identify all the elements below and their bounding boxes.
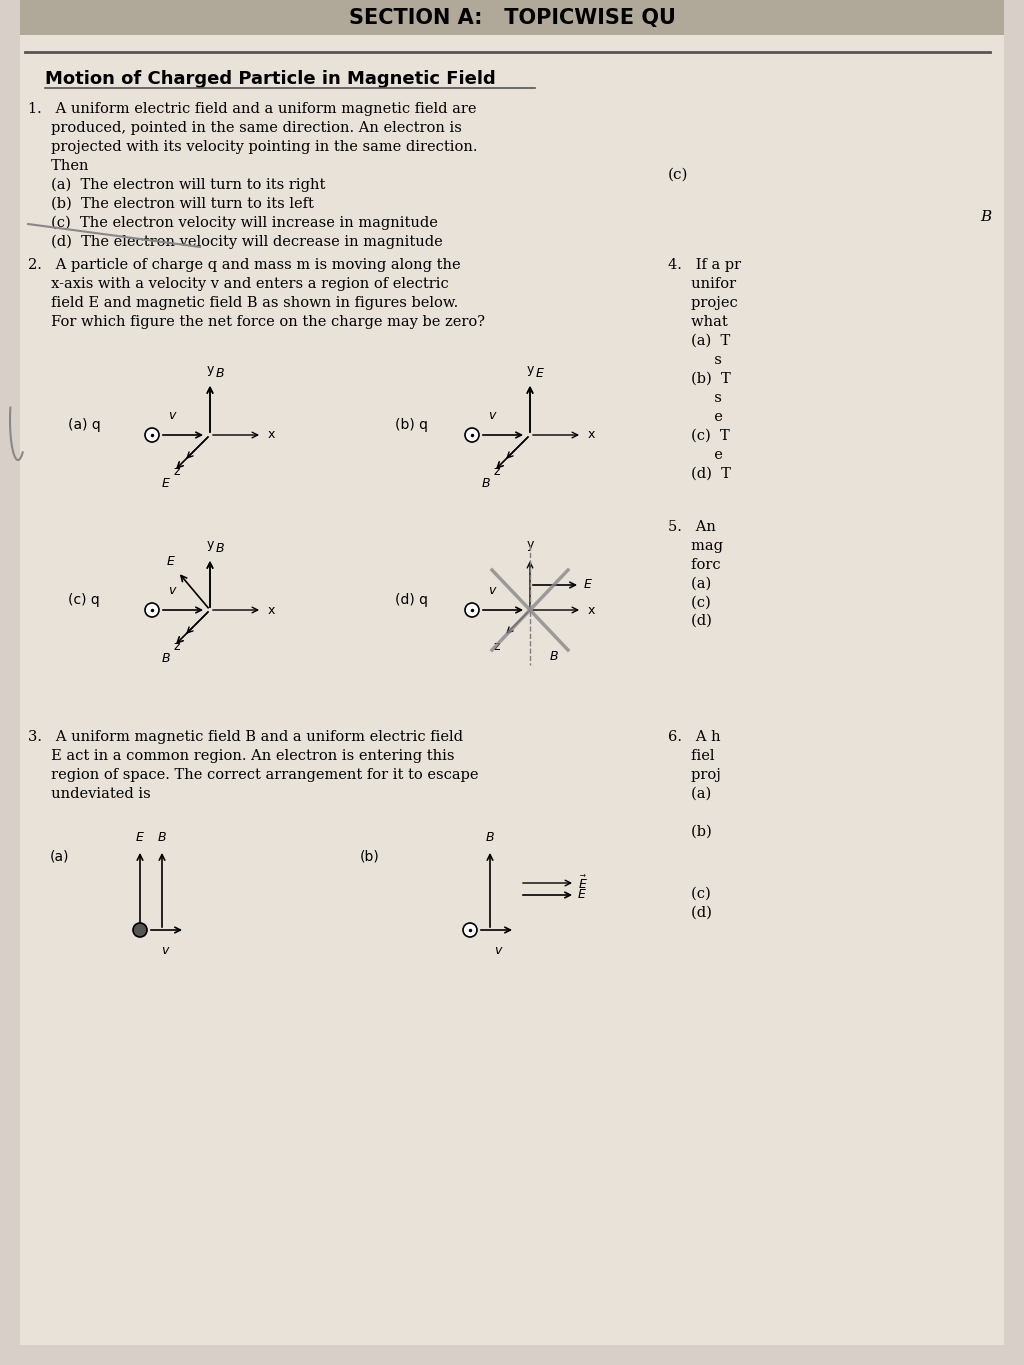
Text: B: B [158, 831, 166, 844]
Text: e: e [668, 448, 723, 461]
Text: (c): (c) [668, 887, 711, 901]
FancyBboxPatch shape [20, 0, 1004, 35]
Text: projected with its velocity pointing in the same direction.: projected with its velocity pointing in … [28, 141, 477, 154]
Text: 2.   A particle of charge q and mass m is moving along the: 2. A particle of charge q and mass m is … [28, 258, 461, 272]
Text: (a): (a) [668, 577, 712, 591]
Text: Then: Then [28, 158, 88, 173]
Text: y: y [206, 363, 214, 375]
Text: (b) q: (b) q [395, 418, 428, 431]
Text: v: v [488, 584, 496, 597]
Circle shape [463, 923, 477, 936]
FancyBboxPatch shape [20, 15, 1004, 1345]
Text: (b): (b) [360, 850, 380, 864]
Text: (a)  T: (a) T [668, 334, 730, 348]
Text: v: v [168, 410, 176, 422]
Text: B: B [481, 476, 490, 490]
Text: z: z [174, 465, 180, 478]
Text: (d)  The electron velocity will decrease in magnitude: (d) The electron velocity will decrease … [28, 235, 442, 250]
Text: (a)  The electron will turn to its right: (a) The electron will turn to its right [28, 177, 326, 192]
Text: Motion of Charged Particle in Magnetic Field: Motion of Charged Particle in Magnetic F… [45, 70, 496, 87]
Text: $\vec{E}$: $\vec{E}$ [578, 875, 588, 891]
Text: E: E [584, 579, 592, 591]
Text: B: B [980, 210, 991, 224]
Circle shape [465, 429, 479, 442]
Text: (a): (a) [668, 788, 712, 801]
Text: mag: mag [668, 539, 723, 553]
Text: For which figure the net force on the charge may be zero?: For which figure the net force on the ch… [28, 315, 485, 329]
Text: (c)  The electron velocity will increase in magnitude: (c) The electron velocity will increase … [28, 216, 438, 231]
Text: (c)  T: (c) T [668, 429, 730, 444]
Text: (d) q: (d) q [395, 592, 428, 607]
Text: 6.   A h: 6. A h [668, 730, 721, 744]
Text: (b)  T: (b) T [668, 373, 731, 386]
Text: B: B [550, 650, 559, 663]
Text: fiel: fiel [668, 749, 715, 763]
Text: y: y [526, 538, 534, 551]
Circle shape [465, 603, 479, 617]
Text: (a) q: (a) q [68, 418, 100, 431]
Text: B: B [216, 542, 224, 556]
Text: y: y [526, 363, 534, 375]
Text: x: x [588, 429, 595, 441]
Text: B: B [485, 831, 495, 844]
Text: (c) q: (c) q [68, 592, 99, 607]
Text: 1.   A uniform electric field and a uniform magnetic field are: 1. A uniform electric field and a unifor… [28, 102, 476, 116]
Text: undeviated is: undeviated is [28, 788, 151, 801]
Text: x-axis with a velocity v and enters a region of electric: x-axis with a velocity v and enters a re… [28, 277, 449, 291]
Text: E: E [578, 889, 586, 901]
Circle shape [133, 923, 147, 936]
Text: (a): (a) [50, 850, 70, 864]
Text: 5.   An: 5. An [668, 520, 721, 534]
Text: (c): (c) [668, 597, 711, 610]
Text: v: v [168, 584, 176, 597]
Text: x: x [588, 603, 595, 617]
Text: e: e [668, 410, 723, 425]
Text: E: E [136, 831, 144, 844]
Text: E: E [167, 556, 175, 568]
Text: B: B [162, 652, 170, 665]
Text: (d)  T: (d) T [668, 467, 731, 480]
Text: (d): (d) [668, 614, 712, 628]
Text: produced, pointed in the same direction. An electron is: produced, pointed in the same direction.… [28, 121, 462, 135]
Text: s: s [668, 354, 722, 367]
Text: (c): (c) [668, 168, 688, 182]
Circle shape [145, 429, 159, 442]
Text: E act in a common region. An electron is entering this: E act in a common region. An electron is… [28, 749, 455, 763]
Text: proj: proj [668, 768, 721, 782]
Text: (b)  The electron will turn to its left: (b) The electron will turn to its left [28, 197, 314, 212]
Text: z: z [174, 640, 180, 652]
Text: projec: projec [668, 296, 737, 310]
Text: B: B [216, 367, 224, 379]
Text: v: v [488, 410, 496, 422]
Text: 4.   If a pr: 4. If a pr [668, 258, 741, 272]
Text: y: y [206, 538, 214, 551]
Text: s: s [668, 390, 722, 405]
Text: (b): (b) [668, 824, 712, 839]
Text: (d): (d) [668, 906, 712, 920]
Text: what: what [668, 315, 732, 329]
Text: forc: forc [668, 558, 721, 572]
Text: region of space. The correct arrangement for it to escape: region of space. The correct arrangement… [28, 768, 478, 782]
Text: E: E [162, 476, 170, 490]
Text: z: z [494, 640, 500, 652]
Text: field E and magnetic field B as shown in figures below.: field E and magnetic field B as shown in… [28, 296, 459, 310]
Circle shape [145, 603, 159, 617]
Text: E: E [536, 367, 544, 379]
Text: 3.   A uniform magnetic field B and a uniform electric field: 3. A uniform magnetic field B and a unif… [28, 730, 463, 744]
Text: unifor: unifor [668, 277, 736, 291]
Text: SECTION A:   TOPICWISE QU: SECTION A: TOPICWISE QU [348, 8, 676, 29]
Text: v: v [162, 945, 169, 957]
Text: x: x [268, 603, 275, 617]
Text: v: v [495, 945, 502, 957]
Text: x: x [268, 429, 275, 441]
Text: z: z [494, 465, 500, 478]
